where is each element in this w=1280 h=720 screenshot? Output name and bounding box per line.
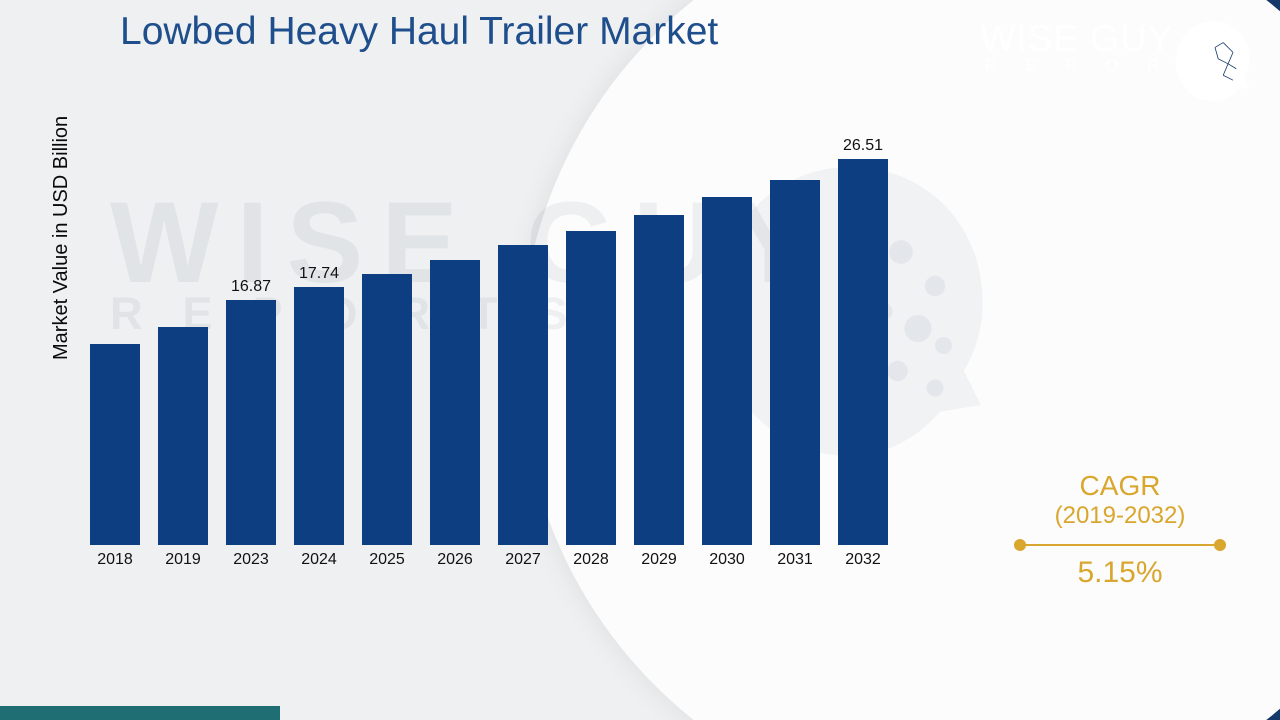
chart-area: Market Value in USD Billion 2018201916.8… [80, 145, 910, 575]
plot: 2018 2019 16.872023 17.742024 2025 2026 2027 20… [90, 145, 910, 545]
brand-logo: WISE GUY R E P O R T S [980, 18, 1250, 76]
bar [498, 245, 548, 545]
x-tick-label: 2027 [498, 545, 548, 569]
bar-slot: 2019 [158, 145, 208, 545]
x-tick-label: 2025 [362, 545, 412, 569]
bar-slot: 26.512032 [838, 145, 888, 545]
cagr-block: CAGR (2019-2032) 5.15% [1010, 470, 1230, 590]
bar [702, 197, 752, 545]
frame: WISE GUYREPORTS Lowbed Heavy Haul Traile… [0, 0, 1280, 720]
bar-slot: 17.742024 [294, 145, 344, 545]
x-tick-label: 2029 [634, 545, 684, 569]
bar-slot: 2018 [90, 145, 140, 545]
x-tick-label: 2032 [838, 545, 888, 569]
bar-slot: 16.872023 [226, 145, 276, 545]
x-tick-label: 2030 [702, 545, 752, 569]
cagr-value: 5.15% [1010, 556, 1230, 590]
bar [838, 159, 888, 545]
bar-slot: 2028 [566, 145, 616, 545]
x-tick-label: 2026 [430, 545, 480, 569]
y-axis-label: Market Value in USD Billion [50, 116, 73, 360]
bar-slot: 2030 [702, 145, 752, 545]
cagr-years: (2019-2032) [1010, 502, 1230, 530]
bar [634, 215, 684, 545]
bar-slot: 2025 [362, 145, 412, 545]
x-tick-label: 2031 [770, 545, 820, 569]
bar-slot: 2026 [430, 145, 480, 545]
bar [430, 260, 480, 545]
cagr-divider [1020, 544, 1220, 546]
bar [226, 300, 276, 545]
x-tick-label: 2023 [226, 545, 276, 569]
x-tick-label: 2028 [566, 545, 616, 569]
bottom-accent-bar [0, 706, 280, 720]
bar [294, 287, 344, 545]
bar-slot: 2029 [634, 145, 684, 545]
chart-title: Lowbed Heavy Haul Trailer Market [120, 10, 718, 54]
cagr-label: CAGR [1010, 470, 1230, 502]
bar [362, 274, 412, 545]
logo-head-icon [1170, 18, 1260, 108]
bar-value-label: 26.51 [838, 137, 888, 155]
bar-value-label: 16.87 [226, 278, 276, 296]
x-tick-label: 2018 [90, 545, 140, 569]
x-tick-label: 2024 [294, 545, 344, 569]
x-tick-label: 2019 [158, 545, 208, 569]
bars-group: 2018 2019 16.872023 17.742024 2025 2026 2027 20… [90, 145, 910, 545]
bar-slot: 2027 [498, 145, 548, 545]
bar [158, 327, 208, 545]
bar [770, 180, 820, 545]
bar [90, 344, 140, 545]
bar-slot: 2031 [770, 145, 820, 545]
bar-value-label: 17.74 [294, 265, 344, 283]
bar [566, 231, 616, 545]
